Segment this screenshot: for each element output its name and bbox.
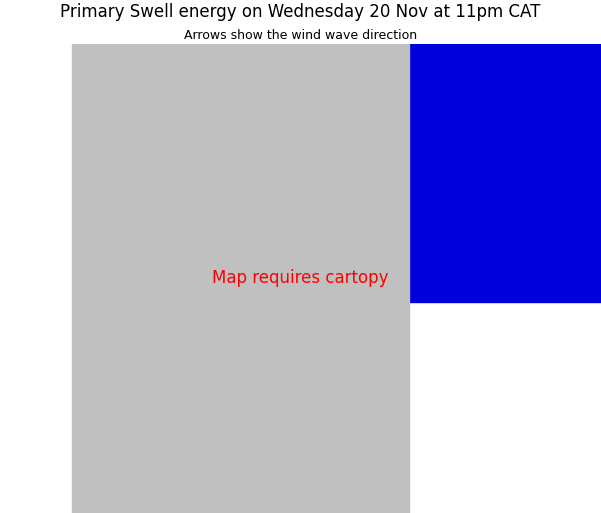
Bar [373, 44, 601, 302]
Text: Map requires cartopy: Map requires cartopy [212, 269, 389, 287]
Text: Primary Swell energy on Wednesday 20 Nov at 11pm CAT: Primary Swell energy on Wednesday 20 Nov… [60, 3, 541, 21]
Text: Arrows show the wind wave direction: Arrows show the wind wave direction [184, 29, 417, 42]
Bar [72, 44, 409, 513]
